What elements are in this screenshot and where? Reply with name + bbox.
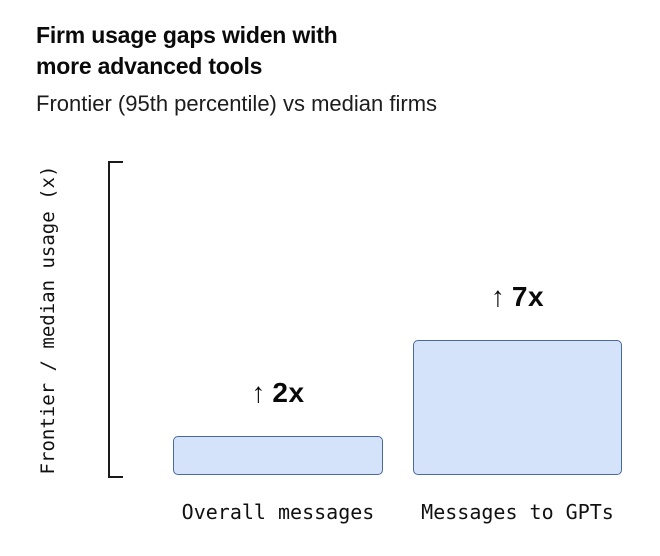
y-axis-label: Frontier / median usage (x) xyxy=(37,165,59,475)
bar-overall-messages xyxy=(173,436,383,475)
bar-value-label: 2x xyxy=(272,377,305,409)
up-arrow-icon: ↑ xyxy=(251,377,266,409)
bar-group-messages-to-gpts: ↑ 7x xyxy=(413,281,622,475)
bar-group-overall-messages: ↑ 2x xyxy=(173,377,383,475)
bar-messages-to-gpts xyxy=(413,339,622,475)
bar-annotation-overall-messages: ↑ 2x xyxy=(251,377,304,409)
x-category-label-messages-to-gpts: Messages to GPTs xyxy=(421,500,614,524)
y-axis-bracket xyxy=(108,161,123,478)
up-arrow-icon: ↑ xyxy=(490,280,505,312)
x-category-label-overall-messages: Overall messages xyxy=(181,500,375,524)
bar-value-label: 7x xyxy=(511,280,545,312)
chart-title: Firm usage gaps widen with more advanced… xyxy=(36,22,338,79)
chart-subtitle: Frontier (95th percentile) vs median fir… xyxy=(36,91,438,116)
bar-annotation-messages-to-gpts: ↑ 7x xyxy=(491,281,544,313)
